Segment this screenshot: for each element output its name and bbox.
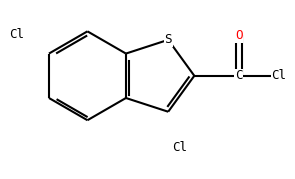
Text: Cl: Cl — [172, 141, 187, 154]
Text: S: S — [164, 33, 172, 46]
Text: Cl: Cl — [271, 69, 286, 82]
Text: C: C — [235, 69, 242, 82]
Text: Cl: Cl — [9, 28, 24, 41]
Text: O: O — [235, 29, 242, 42]
